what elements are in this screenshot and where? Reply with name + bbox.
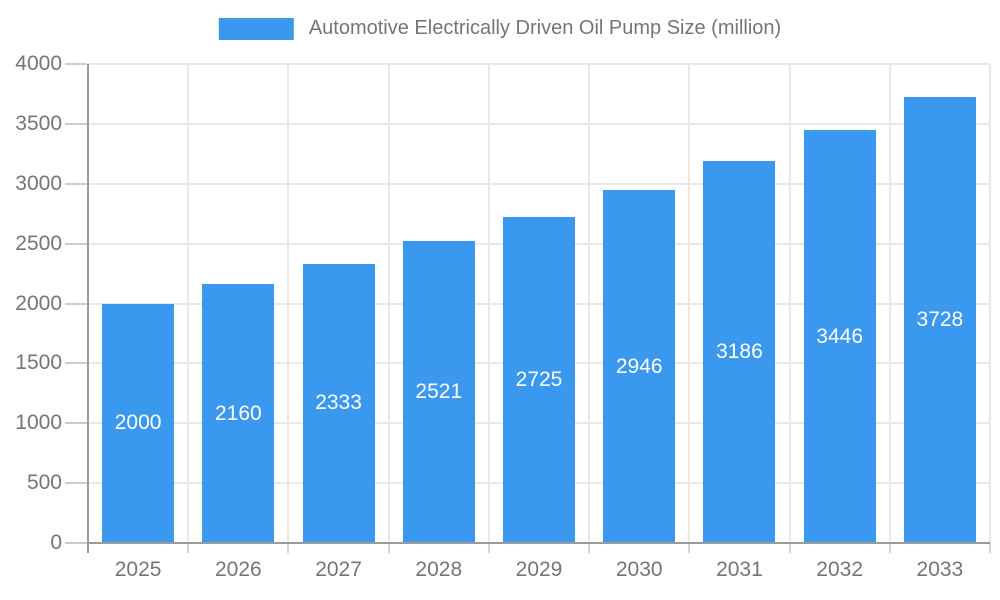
x-axis-label: 2025 (114, 558, 162, 581)
x-axis-label: 2028 (415, 558, 463, 581)
y-axis-label: 3500 (15, 111, 62, 135)
x-axis-tick (387, 543, 390, 553)
x-axis-label: 2032 (816, 558, 864, 581)
x-axis-line (88, 542, 990, 544)
gridline (88, 122, 990, 125)
gridline (989, 64, 991, 543)
y-axis-label: 1500 (15, 351, 62, 375)
x-axis-label: 2033 (916, 558, 964, 581)
x-axis-tick (487, 543, 490, 553)
x-axis-label: 2031 (716, 558, 763, 581)
y-axis-tick (65, 122, 87, 125)
y-axis-tick (65, 362, 87, 365)
bar[interactable]: 2333 (302, 263, 375, 543)
bar[interactable]: 3728 (903, 96, 976, 543)
x-axis-label: 2030 (615, 558, 663, 581)
y-axis-label: 2000 (15, 291, 62, 315)
gridline (588, 64, 591, 543)
bar-value-label: 3728 (916, 307, 964, 331)
gridline (888, 64, 891, 543)
x-axis-tick (287, 543, 290, 553)
y-axis-tick (65, 182, 87, 185)
x-axis-tick (187, 543, 190, 553)
gridline (88, 63, 990, 65)
y-axis-label: 1000 (15, 411, 62, 435)
y-axis-tick (65, 542, 87, 544)
legend-label: Automotive Electrically Driven Oil Pump … (308, 17, 782, 39)
y-axis-label: 3000 (15, 171, 62, 195)
y-axis-line (87, 64, 89, 553)
gridline (487, 64, 490, 543)
x-axis-label: 2026 (214, 558, 262, 581)
bar-value-label: 2160 (214, 401, 262, 425)
y-axis-tick (65, 242, 87, 245)
bar-value-label: 2333 (315, 391, 362, 415)
gridline (287, 64, 290, 543)
gridline (688, 64, 691, 543)
gridline (88, 182, 990, 185)
bar-value-label: 2521 (415, 380, 463, 404)
gridline (788, 64, 791, 543)
y-axis-label: 2500 (15, 231, 62, 255)
x-axis-label: 2029 (515, 558, 563, 581)
x-axis-label: 2027 (315, 558, 362, 581)
y-axis-label: 500 (26, 471, 62, 495)
x-axis-tick (788, 543, 791, 553)
y-axis-label: 0 (50, 531, 62, 554)
legend-swatch-icon (218, 17, 294, 40)
y-axis-tick (65, 482, 87, 485)
y-axis-label: 4000 (15, 52, 62, 75)
bar[interactable]: 2160 (202, 284, 275, 543)
bar[interactable]: 2725 (503, 216, 575, 543)
bar-value-label: 3186 (716, 340, 763, 364)
x-axis-tick (588, 543, 591, 553)
x-axis-tick (688, 543, 691, 553)
x-axis-tick (989, 543, 991, 553)
plot-area: 2000 2160 2333 2521 2725 2946 3186 3446 3728 (88, 63, 991, 543)
x-axis-tick (888, 543, 891, 553)
bar[interactable]: 3186 (703, 161, 776, 543)
gridline (187, 64, 190, 543)
bar-value-label: 3446 (816, 324, 864, 348)
gridline (387, 64, 390, 543)
bar[interactable]: 2946 (603, 190, 676, 543)
bar[interactable]: 3446 (803, 130, 876, 543)
bar-value-label: 2946 (615, 354, 663, 378)
bar-value-label: 2000 (114, 411, 162, 435)
bar[interactable]: 2000 (102, 303, 175, 543)
y-axis-tick (65, 63, 87, 65)
bar[interactable]: 2521 (402, 241, 475, 543)
chart-legend-item[interactable]: Automotive Electrically Driven Oil Pump … (218, 17, 782, 40)
y-axis-tick (65, 422, 87, 425)
y-axis-tick (65, 302, 87, 305)
bar-value-label: 2725 (515, 367, 563, 391)
